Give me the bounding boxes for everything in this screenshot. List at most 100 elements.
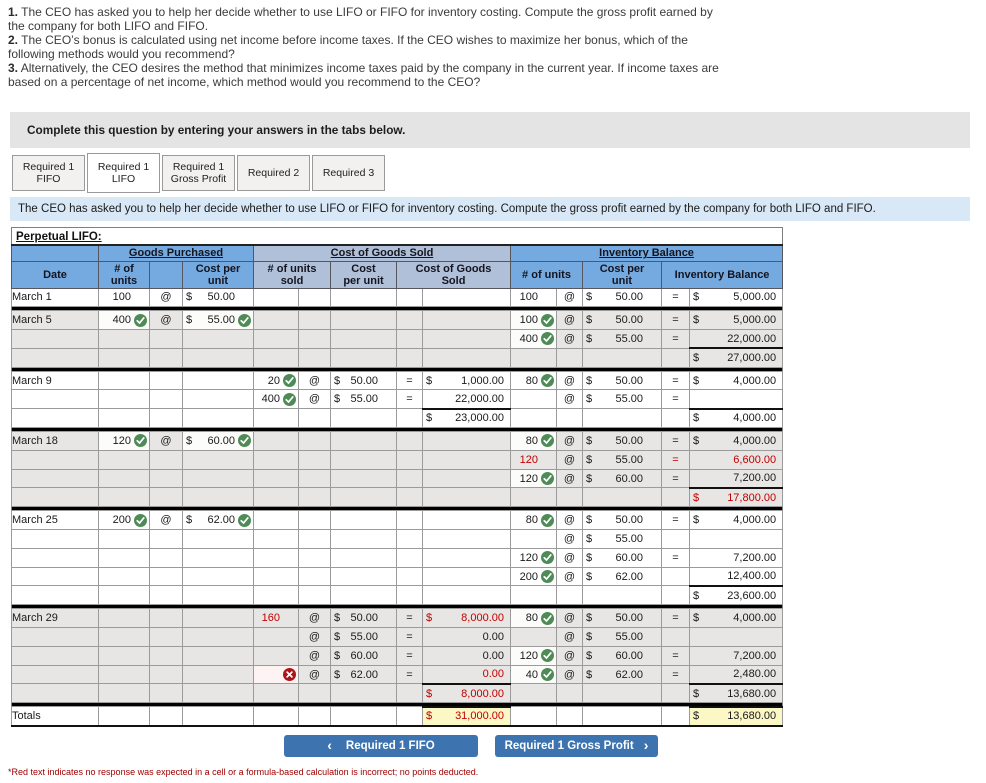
cell-cs_c: $60.00 (330, 645, 397, 666)
cell-cs_u[interactable]: 400 (253, 389, 299, 410)
cell-gp_c[interactable]: $55.00 (182, 310, 254, 331)
date-cell (11, 585, 99, 606)
cell-inv_eq (661, 347, 690, 368)
cell-gp_u[interactable]: 120 (98, 431, 150, 451)
cell-cs_c (330, 310, 397, 331)
cell-cs_c (330, 487, 397, 508)
cell-gp_c (182, 329, 254, 349)
cell-gp_c: $50.00 (182, 287, 254, 308)
cell-gp_u: 100 (98, 287, 150, 308)
cell-cs_eq (396, 487, 423, 508)
table-row: 120 @ $60.00 = 7,200.00 (11, 547, 784, 568)
cell-gp_at (149, 608, 183, 629)
date-cell (11, 487, 99, 508)
cell-cs_c (330, 566, 397, 587)
cell-gp_u[interactable]: 400 (98, 310, 150, 331)
cell-cs_u[interactable]: 160 (253, 608, 299, 629)
cell-cs_u[interactable] (253, 664, 299, 685)
cell-cs_amt: 0.00 (422, 627, 511, 647)
cell-inv_c: $62.00 (582, 566, 662, 587)
block-separator (11, 367, 783, 372)
cell-inv_u[interactable]: 120 (510, 645, 557, 666)
cell-inv_c: $62.00 (582, 664, 662, 685)
cell-gp_at (149, 529, 183, 549)
cell-inv_at: @ (556, 529, 583, 549)
cell-inv_at (556, 347, 583, 368)
cell-gp_u (98, 664, 150, 685)
prev-button[interactable]: ‹ Required 1 FIFO (284, 734, 478, 757)
cell-inv_amt: $4,000.00 (688, 431, 784, 451)
cell-inv_u (510, 529, 557, 549)
chevron-left-icon: ‹ (327, 736, 332, 753)
cell-cs_eq (396, 706, 423, 727)
cell-inv_u[interactable]: 40 (510, 664, 557, 685)
block-separator (11, 506, 783, 511)
cell-inv_eq: = (661, 664, 690, 685)
cell-cs_c (330, 468, 397, 489)
cell-cs_u (253, 287, 299, 308)
cell-inv_u[interactable]: 80 (510, 510, 557, 531)
cell-inv_c: $50.00 (582, 370, 662, 391)
tab-required-2[interactable]: Required 2 (237, 155, 310, 191)
cell-gp_u[interactable]: 200 (98, 510, 150, 531)
table-row: @ $55.00 (11, 529, 784, 549)
cell-inv_u[interactable]: 200 (510, 566, 557, 587)
cell-inv_u (510, 408, 557, 429)
block-separator (11, 427, 783, 432)
table-row: @ $55.00 = 0.00 @ $55.00 (11, 627, 784, 647)
group-header-inventory-balance: Inventory Balance (509, 244, 784, 262)
cell-inv_u[interactable]: 80 (510, 608, 557, 629)
cell-cs_c: $50.00 (330, 608, 397, 629)
col-header-inv-cost: Cost per unit (582, 260, 662, 289)
tab-required-1-gross-profit[interactable]: Required 1 Gross Profit (162, 155, 235, 191)
cell-inv_u[interactable]: 100 (510, 310, 557, 331)
cell-gp_c[interactable]: $62.00 (182, 510, 254, 531)
col-header-gp-cost: Cost per unit (182, 260, 254, 289)
cell-gp_at (149, 329, 183, 349)
cell-inv_eq: = (661, 287, 690, 308)
cell-inv_at: @ (556, 449, 583, 470)
cell-inv_u (510, 585, 557, 606)
cell-inv_u (510, 627, 557, 647)
cell-inv_u[interactable]: 400 (510, 329, 557, 349)
cell-cs_u (253, 706, 299, 727)
cell-gp_at (149, 487, 183, 508)
cell-inv_amt: $4,000.00 (688, 407, 784, 429)
tab-label-line: Required 1 (172, 160, 225, 173)
cell-inv_amt: $5,000.00 (688, 287, 784, 308)
cell-inv_u[interactable]: 80 (510, 431, 557, 451)
tab-label-line: Required 1 (22, 160, 75, 173)
cell-cs_c (330, 347, 397, 368)
cell-gp_at (149, 627, 183, 647)
cell-inv_u[interactable]: 120 (510, 547, 557, 568)
table-row: @ $62.00 = 0.00 40 @ $62.00 = 2,480.00 (11, 664, 784, 685)
cell-inv_u[interactable]: 80 (510, 370, 557, 391)
cell-gp_c (182, 468, 254, 489)
cell-gp_at: @ (149, 287, 183, 308)
table-row: March 5 400 @ $55.00 100 @ $50.00 = $5,000.00 (11, 310, 784, 331)
table-row: 120 @ $60.00 = 7,200.00 (11, 468, 784, 489)
cell-cs_u[interactable]: 20 (253, 370, 299, 391)
cell-inv_at: @ (556, 627, 583, 647)
tab-required-1-fifo[interactable]: Required 1 FIFO (12, 155, 85, 191)
cell-gp_at: @ (149, 510, 183, 531)
check-icon (131, 313, 147, 327)
cell-gp_c[interactable]: $60.00 (182, 431, 254, 451)
cell-inv_c (582, 487, 662, 508)
tab-required-3[interactable]: Required 3 (312, 155, 385, 191)
cell-cs_eq (396, 287, 423, 308)
cell-gp_c (182, 347, 254, 368)
tab-required-1-lifo[interactable]: Required 1 LIFO (87, 153, 160, 193)
cell-inv_u[interactable]: 120 (510, 468, 557, 489)
next-button[interactable]: Required 1 Gross Profit › (495, 734, 658, 757)
cell-inv_at: @ (556, 329, 583, 349)
cell-inv_u[interactable]: 120 (510, 449, 557, 470)
cell-cs_eq (396, 683, 423, 704)
cell-cs_at (298, 566, 331, 587)
date-cell (11, 645, 99, 666)
cell-cs_amt (422, 287, 511, 308)
cell-cs_u (253, 547, 299, 568)
cell-cs_amt: $1,000.00 (422, 370, 511, 391)
cell-inv_eq: = (661, 547, 690, 568)
date-cell (11, 547, 99, 568)
